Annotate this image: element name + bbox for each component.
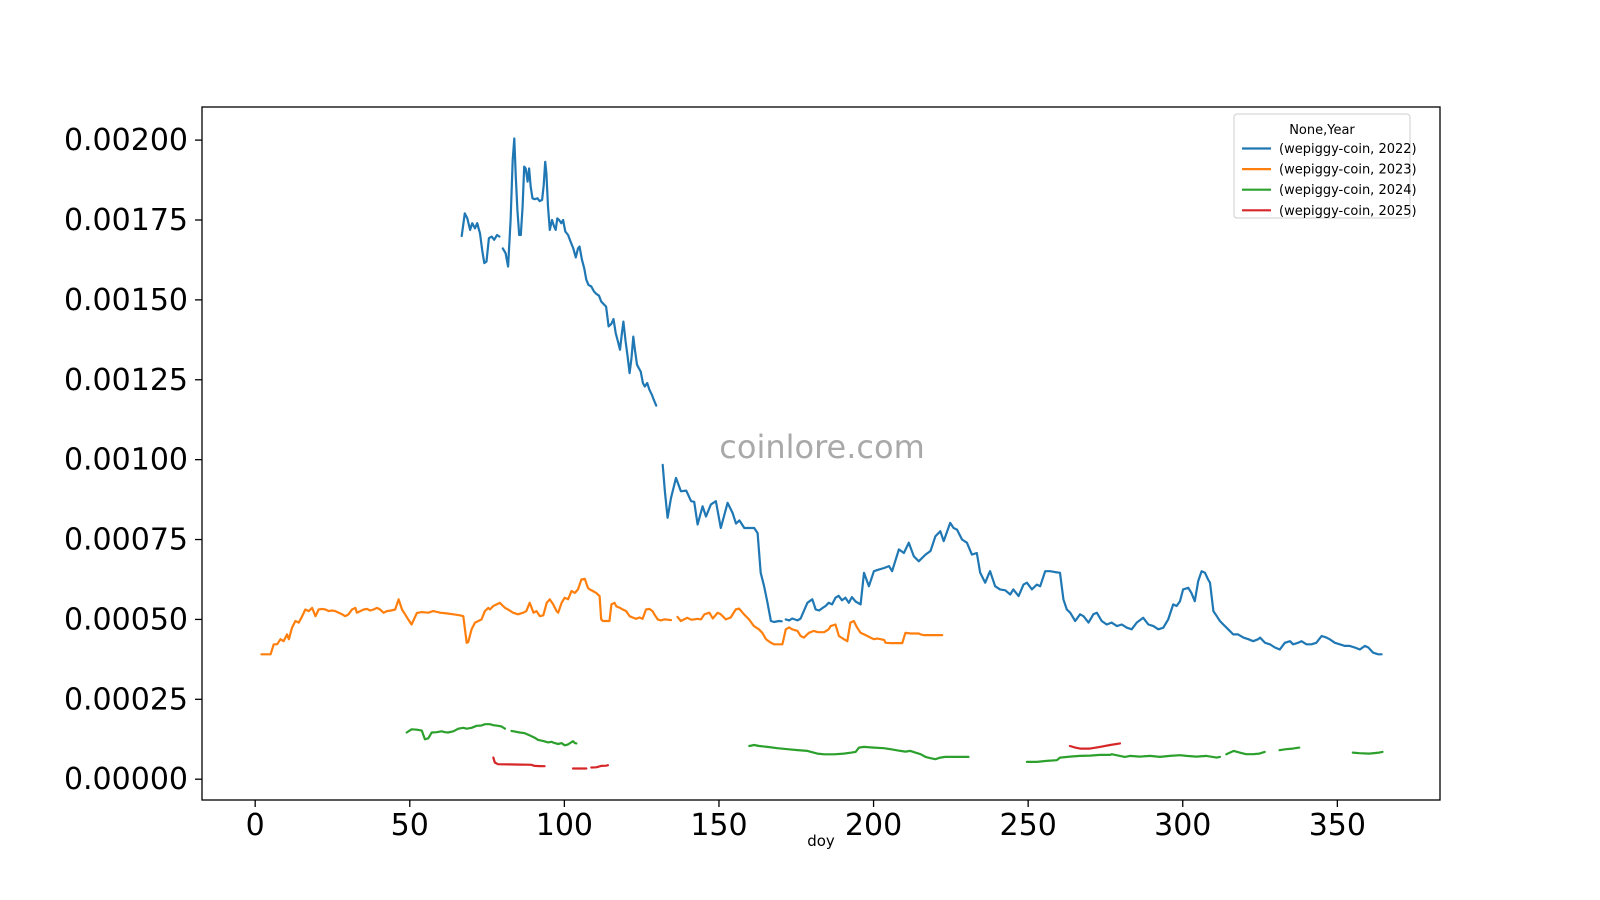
y-tick-label: 0.00150 [64,283,188,318]
legend-label-2023: (wepiggy-coin, 2023) [1279,163,1417,178]
y-tick-label: 0.00175 [64,203,188,238]
x-tick-label: 50 [391,808,429,843]
x-tick-label: 150 [690,808,747,843]
series-line-2022 [661,463,783,624]
legend-box [1233,113,1411,219]
x-tick-label: 250 [1000,808,1057,843]
series-line-2024 [748,743,970,761]
y-tick-label: 0.00000 [64,762,188,797]
series-line-2025 [492,756,546,768]
series-line-2025 [1068,742,1122,750]
series-line-2024 [405,723,507,741]
series-line-2024 [1351,750,1384,755]
x-tick-label: 100 [536,808,593,843]
legend-entries: (wepiggy-coin, 2022) (wepiggy-coin, 2023)… [1242,142,1417,219]
y-tick-label: 0.00075 [64,523,188,558]
series-line-2022 [784,521,1383,656]
legend-title: None,Year [1289,123,1355,138]
series-line-2024 [1025,753,1222,764]
x-tick-label: 300 [1154,808,1211,843]
x-axis-label: doy [807,832,835,850]
legend: None,Year (wepiggy-coin, 2022)(wepiggy-c… [1233,113,1417,219]
series-line-2022 [460,212,501,265]
x-tick-label: 350 [1309,808,1366,843]
y-tick-label: 0.00025 [64,682,188,717]
legend-label-2025: (wepiggy-coin, 2025) [1279,204,1417,219]
y-tick-label: 0.00200 [64,123,188,158]
y-tick-label: 0.00100 [64,443,188,478]
y-tick-label: 0.00050 [64,602,188,637]
series-line-2024 [1278,746,1301,752]
series-lines [260,137,1384,770]
series-line-2023 [676,607,944,646]
x-tick-label: 0 [246,808,265,843]
series-line-2022 [501,137,658,407]
x-tick-label: 200 [845,808,902,843]
axis-ticks: 0 50 100 150 200 250 300 350 0.00000 0.00025 0.000… [64,123,1366,843]
watermark: coinlore.com [719,428,924,466]
legend-label-2024: (wepiggy-coin, 2024) [1279,183,1417,198]
plot-area [201,106,1441,801]
series-line-2025 [590,764,610,769]
series-line-2023 [260,577,673,656]
series-line-2024 [1225,749,1266,756]
series-line-2024 [510,729,578,747]
legend-label-2022: (wepiggy-coin, 2022) [1279,142,1417,157]
y-tick-label: 0.00125 [64,363,188,398]
